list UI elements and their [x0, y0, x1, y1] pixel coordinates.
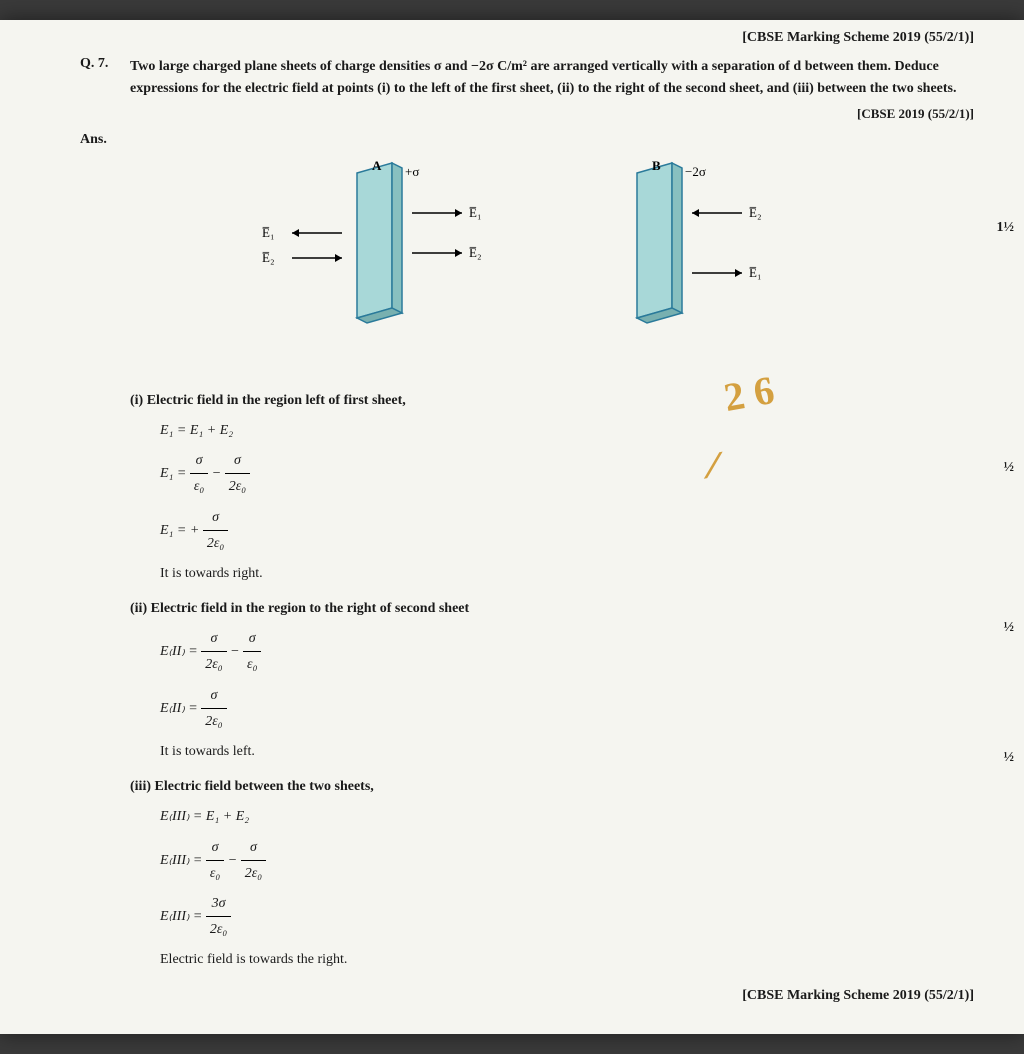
eq-ii-2: E₍II₎ = σ2ε₀: [160, 683, 974, 734]
direction-i: It is towards right.: [160, 561, 974, 586]
footer-reference: [CBSE Marking Scheme 2019 (55/2/1)]: [80, 988, 974, 1004]
direction-iii: Electric field is towards the right.: [160, 947, 974, 972]
sheet-b-charge: −2σ: [685, 164, 706, 179]
solution-block: (i) Electric field in the region left of…: [130, 388, 974, 973]
eq-i-1: E₁ = E₁ + E₂: [160, 418, 974, 443]
mark-part-i: ½: [1004, 460, 1015, 476]
question-text: Two large charged plane sheets of charge…: [130, 56, 974, 101]
e2-left-label: E̅₂: [262, 250, 275, 265]
eq-iii-2: E₍III₎ = σε₀ − σ2ε₀: [160, 835, 974, 886]
question-source: [CBSE 2019 (55/2/1)]: [80, 106, 974, 122]
e1-right-label: E̅₁: [469, 205, 482, 220]
part-i-heading: (i) Electric field in the region left of…: [130, 388, 974, 413]
direction-ii: It is towards left.: [160, 739, 974, 764]
sheet-a-label: A: [372, 158, 382, 173]
part-iii-heading: (iii) Electric field between the two she…: [130, 774, 974, 799]
e2-b-label: E̅₂: [749, 205, 762, 220]
sheet-a-diagram: A +σ E̅₁ E̅₂ E̅₁ E̅₂: [247, 158, 507, 358]
answer-label: Ans.: [80, 132, 974, 148]
part-ii-heading: (ii) Electric field in the region to the…: [130, 596, 974, 621]
header-reference: [CBSE Marking Scheme 2019 (55/2/1)]: [80, 30, 974, 46]
question-block: Q. 7. Two large charged plane sheets of …: [80, 56, 974, 101]
mark-part-ii: ½: [1004, 620, 1015, 636]
e2-right-label: E̅₂: [469, 245, 482, 260]
e1-left-label: E̅₁: [262, 225, 275, 240]
sheet-a-charge: +σ: [405, 164, 419, 179]
sheet-b-diagram: B −2σ E̅₂ E̅₁: [587, 158, 807, 358]
eq-i-2: E₁ = σε₀ − σ2ε₀: [160, 448, 974, 499]
eq-i-3: E₁ = + σ2ε₀: [160, 505, 974, 556]
eq-iii-3: E₍III₎ = 3σ2ε₀: [160, 891, 974, 942]
e1-b-label: E̅₁: [749, 265, 762, 280]
sheet-b-label: B: [652, 158, 661, 173]
diagram-container: A +σ E̅₁ E̅₂ E̅₁ E̅₂ B −2σ: [80, 158, 974, 358]
eq-iii-1: E₍III₎ = E₁ + E₂: [160, 804, 974, 829]
mark-part-iii: ½: [1004, 750, 1015, 766]
document-page: [CBSE Marking Scheme 2019 (55/2/1)] Q. 7…: [0, 20, 1024, 1034]
mark-diagram: 1½: [997, 220, 1015, 236]
question-number: Q. 7.: [80, 56, 120, 101]
hand-scribble-icon: 2 6: [720, 366, 777, 421]
eq-ii-1: E₍II₎ = σ2ε₀ − σε₀: [160, 626, 974, 677]
